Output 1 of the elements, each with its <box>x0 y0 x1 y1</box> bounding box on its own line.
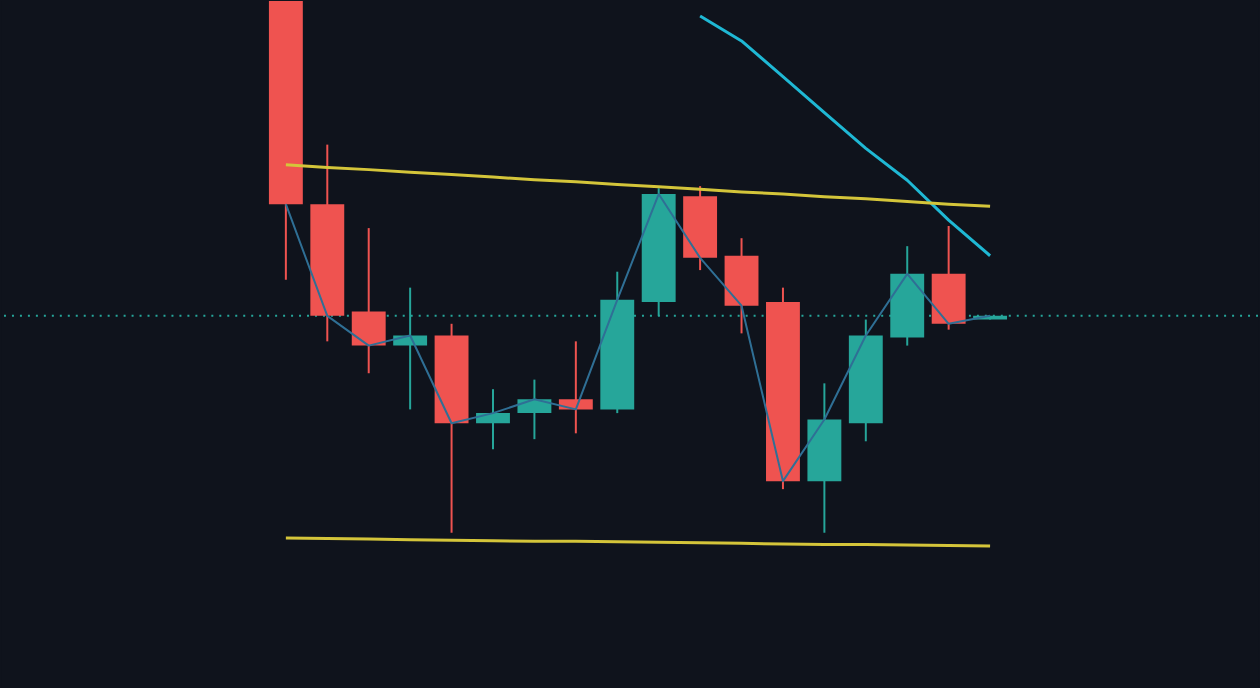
candlestick <box>351 227 386 375</box>
